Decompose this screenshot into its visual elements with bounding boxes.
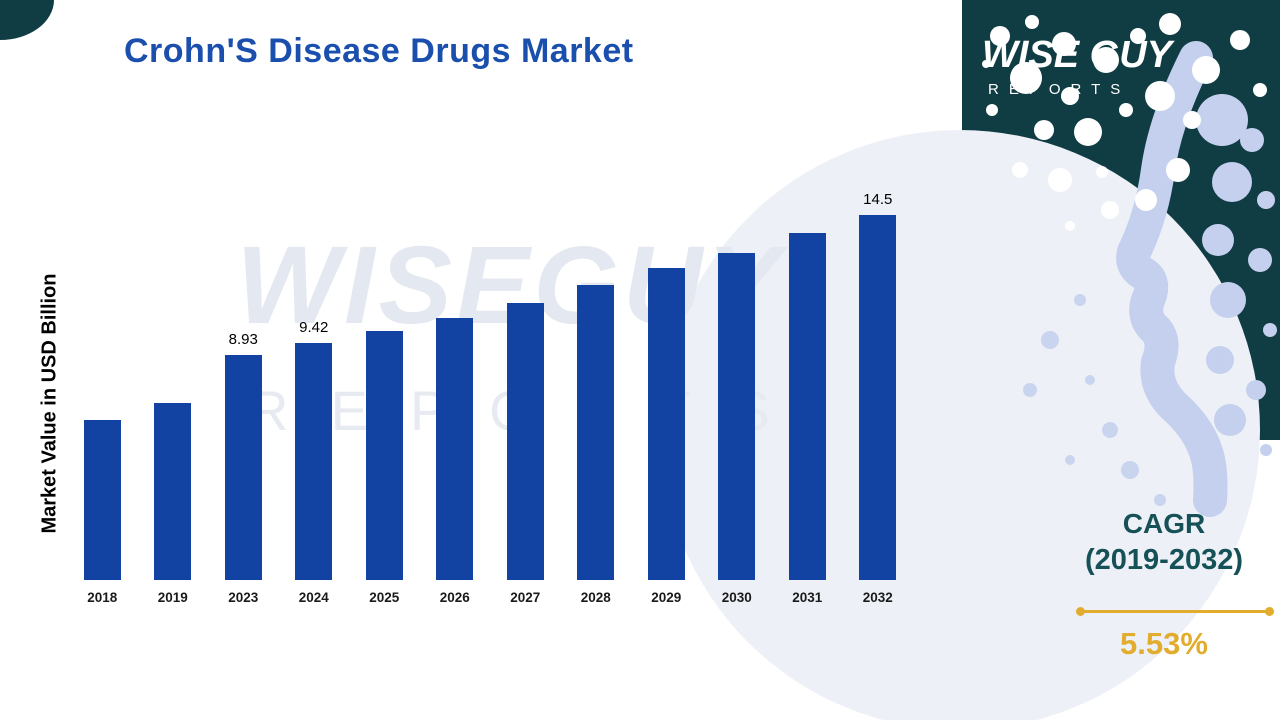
bar-2024 — [295, 342, 333, 580]
dotted-face-illustration — [982, 13, 1277, 517]
corner-decoration — [0, 0, 54, 40]
x-tick-2032: 2032 — [862, 590, 893, 605]
bar-value-label-2032: 14.5 — [863, 191, 893, 208]
x-tick-2019: 2019 — [157, 590, 188, 605]
bar-2018 — [83, 420, 121, 580]
y-axis-label: Market Value in USD Billion — [38, 273, 61, 534]
x-tick-2025: 2025 — [369, 590, 400, 605]
x-tick-2018: 2018 — [87, 590, 118, 605]
cagr-value: 5.53% — [1120, 626, 1208, 661]
bar-value-label-2023: 8.93 — [228, 331, 258, 349]
bar-value-label-2024: 9.42 — [299, 318, 329, 336]
x-axis-labels: 2018 2019 2023 2024 2025 2026 2027 2028 2029 2030… — [67, 590, 913, 608]
x-tick-2030: 2030 — [721, 590, 752, 605]
x-tick-2028: 2028 — [580, 590, 611, 605]
bar-2030 — [718, 252, 756, 580]
page-title: Crohn'S Disease Drugs Market — [124, 32, 634, 70]
x-tick-2023: 2023 — [228, 590, 259, 605]
bar-2032 — [859, 215, 897, 580]
bar-2019 — [154, 402, 192, 580]
cagr-range: (2019-2032) — [1085, 544, 1243, 576]
cagr-label: CAGR — [1122, 508, 1206, 539]
x-tick-2031: 2031 — [792, 590, 823, 605]
bar-2025 — [365, 330, 403, 580]
bar-chart: 8.93 9.42 14.5 — [67, 180, 913, 580]
brand-name: WISE GUY — [982, 34, 1173, 76]
x-tick-2029: 2029 — [651, 590, 682, 605]
bar-2027 — [506, 303, 544, 580]
x-tick-2026: 2026 — [439, 590, 470, 605]
bar-2029 — [647, 267, 685, 580]
cagr-divider — [1076, 607, 1274, 616]
bar-2031 — [788, 232, 826, 580]
brand-reports: REPORTS — [988, 81, 1131, 98]
bar-2026 — [436, 318, 474, 580]
x-tick-2024: 2024 — [298, 590, 329, 605]
bar-2023 — [224, 355, 262, 580]
bar-2028 — [577, 285, 615, 580]
x-tick-2027: 2027 — [510, 590, 541, 605]
brand-logo: WISE GUY REPORTS — [982, 34, 1172, 98]
